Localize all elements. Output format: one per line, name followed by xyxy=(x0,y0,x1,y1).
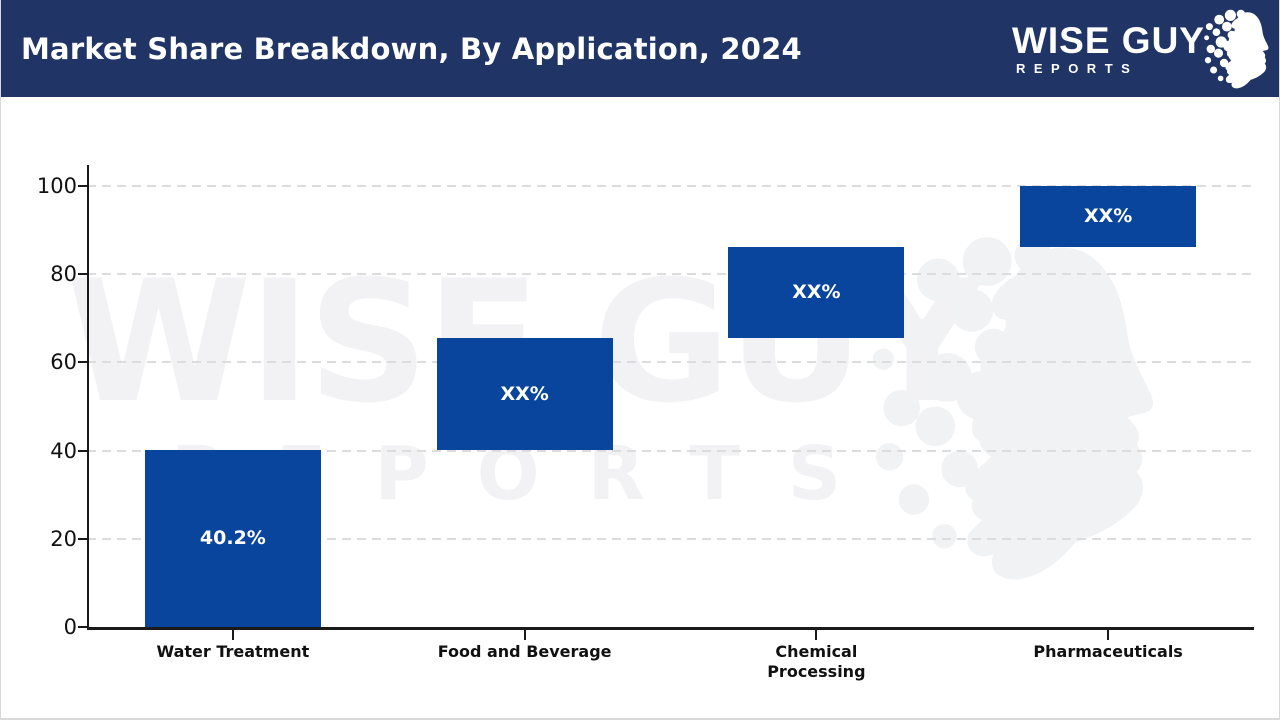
y-tick-mark xyxy=(78,185,87,187)
y-tick-label: 40 xyxy=(50,438,77,463)
brand-subtitle: REPORTS xyxy=(1015,61,1139,76)
x-tick-label: Water Treatment xyxy=(156,642,310,661)
y-tick-label: 0 xyxy=(63,615,77,639)
bar-value-label: XX% xyxy=(792,281,841,304)
y-tick-mark xyxy=(78,537,87,540)
x-tick-label: Food and Beverage xyxy=(437,642,612,661)
bar-pharmaceuticals: XX% xyxy=(1020,186,1197,247)
brand-logo: WISE GUY REPORTS xyxy=(1012,7,1280,91)
x-tick-label: Pharmaceuticals xyxy=(1033,642,1183,661)
x-axis xyxy=(87,627,1254,630)
bar-value-label: XX% xyxy=(500,382,549,405)
gridline-y80 xyxy=(87,273,1254,276)
brand-text: WISE GUY REPORTS xyxy=(1012,22,1205,75)
y-tick-label: 80 xyxy=(50,262,77,287)
y-tick-mark xyxy=(78,626,87,628)
gridline-y100 xyxy=(87,185,1254,187)
page-title: Market Share Breakdown, By Application, … xyxy=(21,31,802,66)
bar-chemical-processing: XX% xyxy=(728,246,905,339)
gridline-y40 xyxy=(87,449,1254,452)
x-tick-mark xyxy=(1107,630,1110,640)
x-tick-mark xyxy=(523,630,526,640)
bar-value-label: 40.2% xyxy=(199,527,266,550)
y-tick-label: 60 xyxy=(50,350,77,375)
y-tick-mark xyxy=(78,273,87,276)
y-tick-mark xyxy=(78,361,87,364)
y-tick-mark xyxy=(78,449,87,452)
chart-area: 0 20 40 60 80 100 Water Treatment Food and Beve… xyxy=(1,97,1279,718)
x-tick-mark xyxy=(815,630,818,640)
brand-name: WISE GUY xyxy=(1011,20,1205,61)
x-tick-label: Chemical Processing xyxy=(767,642,866,681)
bar-value-label: XX% xyxy=(1083,205,1133,228)
y-axis xyxy=(87,165,89,629)
y-tick-label: 100 xyxy=(36,174,77,198)
bar-food-and-beverage: XX% xyxy=(436,338,613,450)
brand-head-icon xyxy=(1199,7,1273,91)
x-tick-mark xyxy=(231,630,234,640)
gridline-y60 xyxy=(87,361,1254,364)
header-bar: Market Share Breakdown, By Application, … xyxy=(1,0,1280,97)
y-tick-label: 20 xyxy=(50,526,77,551)
bar-water-treatment: 40.2% xyxy=(144,449,321,627)
gridline-y20 xyxy=(87,537,1254,540)
